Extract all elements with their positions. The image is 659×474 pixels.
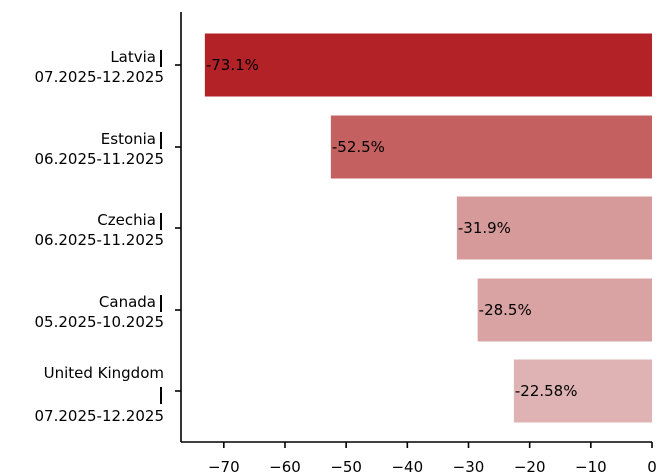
- bar-2: [456, 196, 652, 260]
- x-tick-label-1: −60: [269, 458, 301, 474]
- category-labels-group: Latvia 07.2025-12.2025 Estonia 06.2025-11.2…: [35, 48, 181, 425]
- category-label-3: Canada 05.2025-10.2025: [35, 293, 164, 331]
- data-labels-group: -73.1% -52.5% -31.9% -28.5% -22.58%: [206, 56, 578, 400]
- category-name-4: United Kingdom: [44, 364, 164, 382]
- category-name-0: Latvia: [110, 48, 156, 66]
- x-tick-label-0: −70: [208, 458, 240, 474]
- x-tick-label-5: −20: [514, 458, 546, 474]
- label-separator-2: [160, 213, 162, 230]
- category-period-0: 07.2025-12.2025: [35, 68, 164, 86]
- label-separator-3: [160, 295, 162, 312]
- x-tick-label-6: −10: [575, 458, 607, 474]
- bar-0: [204, 33, 653, 97]
- x-tick-label-3: −40: [391, 458, 423, 474]
- label-separator-4: [160, 387, 162, 404]
- data-label-0: -73.1%: [206, 56, 259, 74]
- category-name-3: Canada: [99, 293, 156, 311]
- bar-1: [330, 115, 652, 179]
- category-label-2: Czechia 06.2025-11.2025: [35, 211, 164, 249]
- data-label-1: -52.5%: [332, 138, 385, 156]
- bar-3: [477, 278, 652, 342]
- category-period-4: 07.2025-12.2025: [35, 407, 164, 425]
- data-label-3: -28.5%: [479, 301, 532, 319]
- label-separator-1: [160, 132, 162, 149]
- category-label-1: Estonia 06.2025-11.2025: [35, 130, 164, 168]
- label-separator-0: [160, 50, 162, 67]
- data-label-2: -31.9%: [458, 219, 511, 237]
- category-period-1: 06.2025-11.2025: [35, 150, 164, 168]
- bars-group: [204, 33, 653, 423]
- data-label-4: -22.58%: [515, 382, 578, 400]
- category-name-1: Estonia: [101, 130, 156, 148]
- category-label-0: Latvia 07.2025-12.2025: [35, 48, 164, 86]
- x-ticks-group: −70 −60 −50 −40 −30 −20 −10 0: [208, 442, 657, 474]
- category-label-4: United Kingdom 07.2025-12.2025: [35, 364, 164, 425]
- x-tick-label-2: −50: [330, 458, 362, 474]
- category-period-3: 05.2025-10.2025: [35, 313, 164, 331]
- bar-4: [513, 359, 652, 423]
- x-tick-label-4: −30: [453, 458, 485, 474]
- category-period-2: 06.2025-11.2025: [35, 231, 164, 249]
- x-tick-label-7: 0: [647, 458, 657, 474]
- category-name-2: Czechia: [97, 211, 156, 229]
